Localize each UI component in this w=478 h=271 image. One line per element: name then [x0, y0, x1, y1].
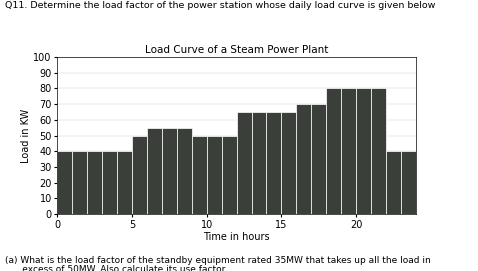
Bar: [401, 151, 416, 214]
Bar: [117, 151, 132, 214]
Bar: [251, 112, 267, 214]
Bar: [237, 112, 251, 214]
Bar: [147, 128, 162, 214]
Bar: [72, 151, 87, 214]
Title: Load Curve of a Steam Power Plant: Load Curve of a Steam Power Plant: [145, 45, 328, 55]
Bar: [206, 136, 222, 214]
Bar: [296, 104, 311, 214]
Bar: [371, 88, 386, 214]
Bar: [162, 128, 177, 214]
Bar: [132, 136, 147, 214]
Bar: [192, 136, 206, 214]
Text: (a) What is the load factor of the standby equipment rated 35MW that takes up al: (a) What is the load factor of the stand…: [5, 256, 431, 265]
Bar: [386, 151, 401, 214]
X-axis label: Time in hours: Time in hours: [203, 233, 270, 243]
Bar: [177, 128, 192, 214]
Y-axis label: Load in KW: Load in KW: [21, 108, 31, 163]
Bar: [356, 88, 371, 214]
Text: excess of 50MW. Also calculate its use factor.: excess of 50MW. Also calculate its use f…: [5, 265, 227, 271]
Bar: [102, 151, 117, 214]
Bar: [311, 104, 326, 214]
Bar: [87, 151, 102, 214]
Bar: [326, 88, 341, 214]
Bar: [267, 112, 282, 214]
Bar: [57, 151, 72, 214]
Bar: [222, 136, 237, 214]
Text: Q11. Determine the load factor of the power station whose daily load curve is gi: Q11. Determine the load factor of the po…: [5, 1, 435, 10]
Bar: [282, 112, 296, 214]
Bar: [341, 88, 356, 214]
